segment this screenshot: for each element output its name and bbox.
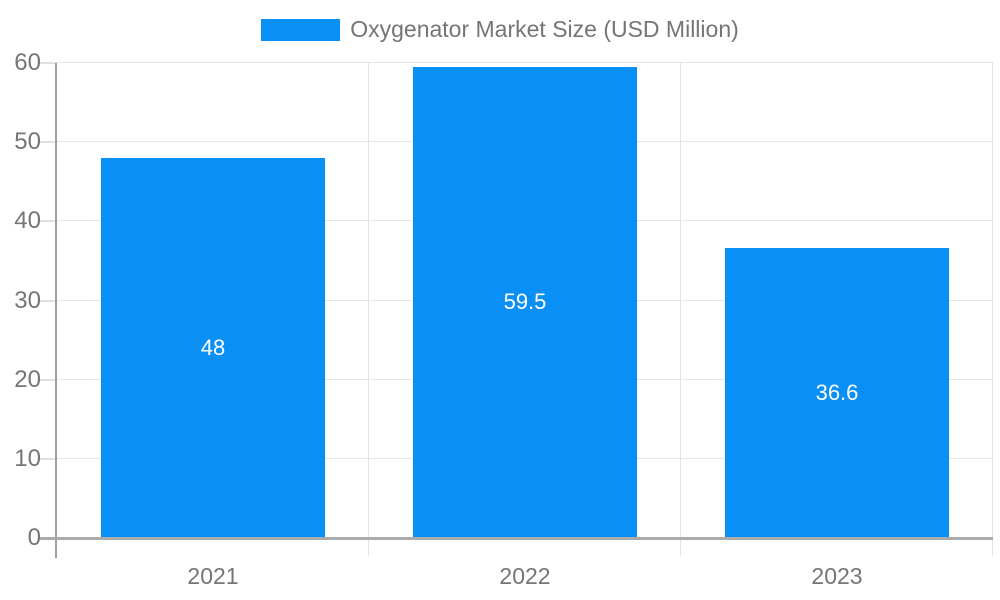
plot-area: 48 59.5 36.6 — [39, 62, 993, 558]
vertical-gridline — [368, 63, 369, 556]
y-tick-label: 10 — [14, 444, 41, 472]
y-tick-label: 50 — [14, 128, 41, 156]
y-axis-tick — [39, 299, 57, 302]
x-tick-label: 2023 — [811, 563, 863, 589]
legend-label: Oxygenator Market Size (USD Million) — [350, 16, 739, 42]
y-axis-tick — [39, 457, 57, 460]
legend-swatch — [261, 18, 341, 41]
y-axis-tick — [39, 378, 57, 381]
y-axis-tick — [39, 220, 57, 223]
horizontal-gridline — [57, 62, 993, 63]
bar-value-label: 36.6 — [815, 380, 859, 406]
bar — [725, 248, 949, 538]
y-tick-label: 40 — [14, 207, 41, 235]
vertical-gridline — [992, 63, 993, 556]
y-axis-line — [55, 63, 57, 558]
y-tick-label: 30 — [14, 286, 41, 314]
chart-legend: Oxygenator Market Size (USD Million) — [0, 16, 1000, 43]
y-axis-tick — [39, 141, 57, 144]
x-tick-label: 2022 — [499, 563, 551, 589]
bar — [413, 66, 637, 538]
y-tick-label: 60 — [14, 49, 41, 76]
bar-value-label: 48 — [200, 335, 226, 360]
y-tick-label: 20 — [14, 365, 41, 393]
y-tick-label: 0 — [27, 524, 41, 551]
bar-value-label: 59.5 — [503, 289, 547, 315]
x-tick-label: 2021 — [187, 563, 239, 589]
vertical-gridline — [680, 63, 681, 556]
y-axis-tick — [39, 62, 57, 64]
x-axis-line — [40, 537, 993, 540]
bar — [101, 158, 325, 538]
